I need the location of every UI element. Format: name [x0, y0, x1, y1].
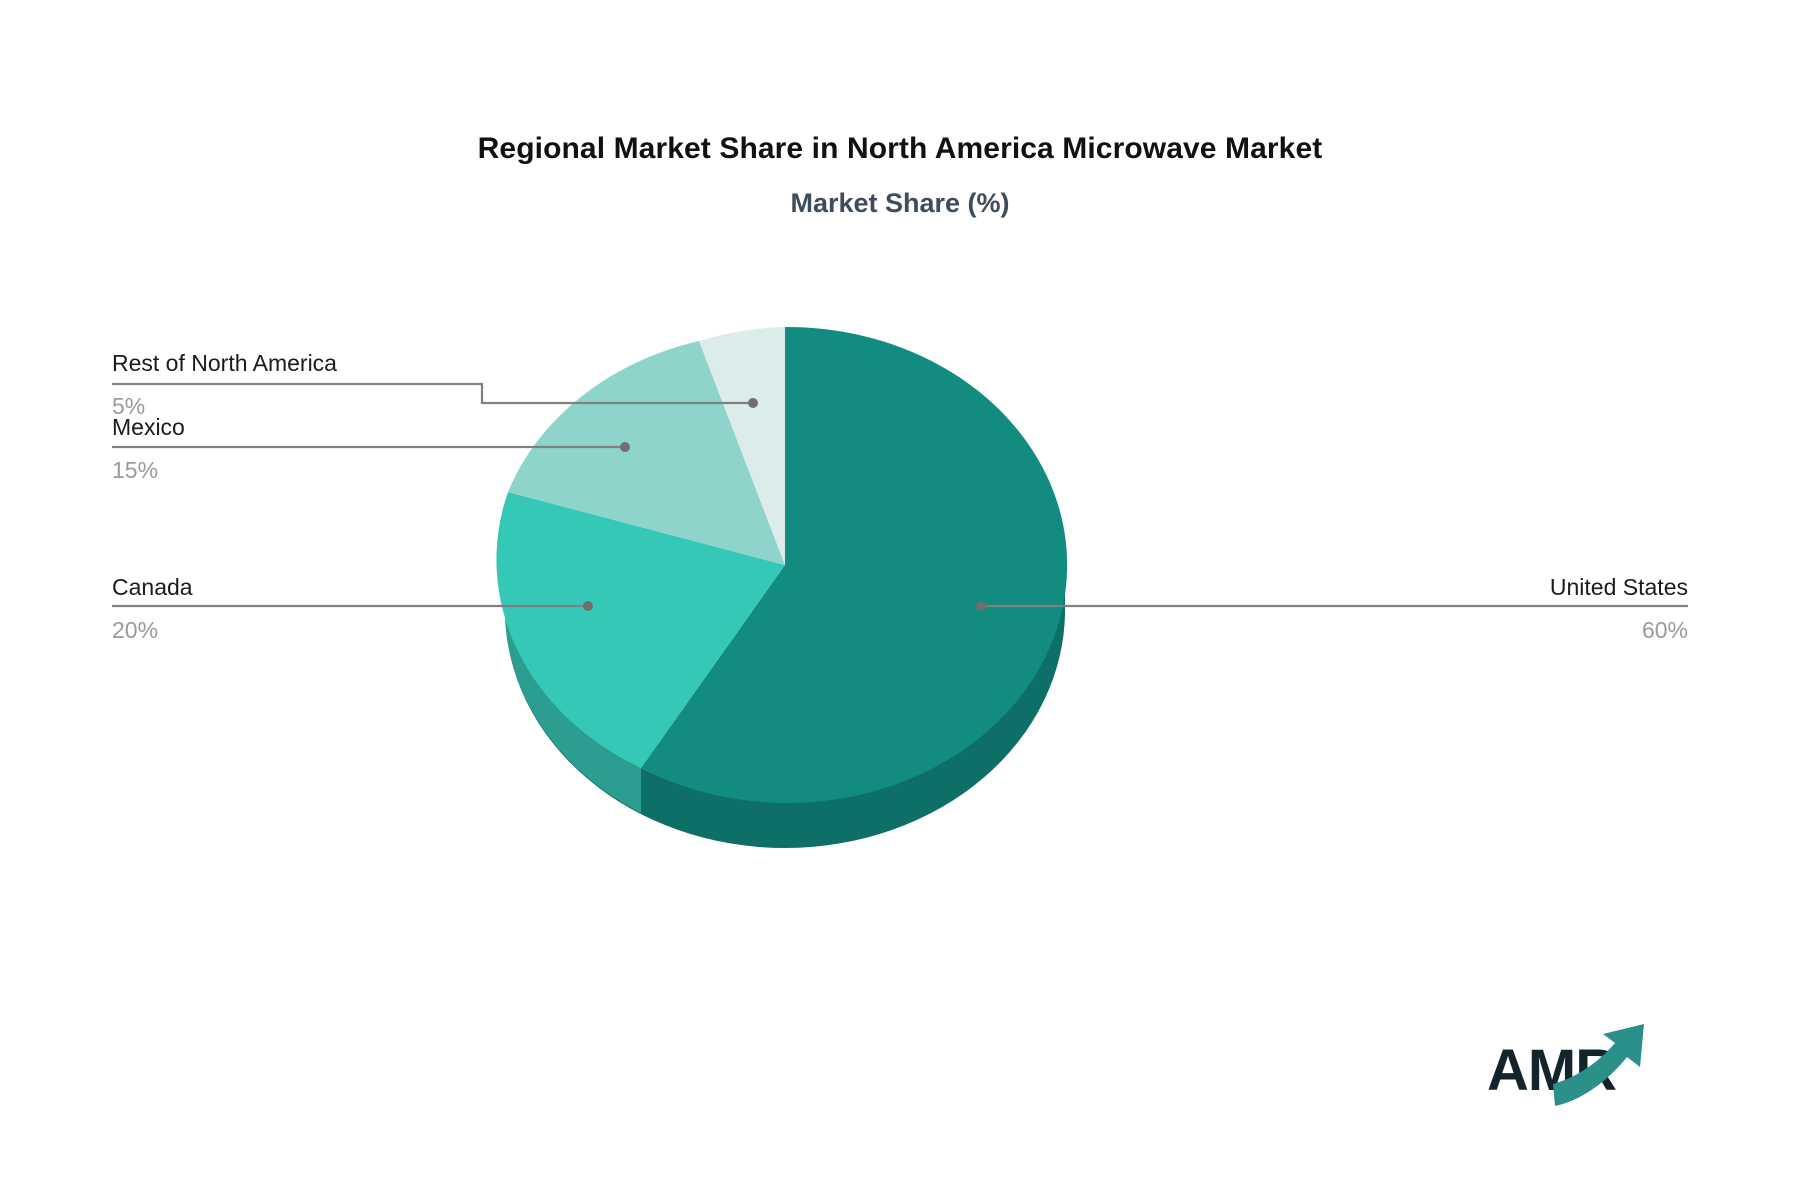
- chart-subtitle: Market Share (%): [790, 188, 1010, 218]
- leader-lines: [112, 382, 1688, 608]
- slice-value-canada: 20%: [112, 617, 158, 643]
- slice-value-mexico: 15%: [112, 457, 158, 483]
- pie-slice-canada: [496, 492, 785, 768]
- leader-anchor-dots: [583, 398, 986, 611]
- anchor-dot-mexico: [620, 442, 630, 452]
- slice-label-mexico: Mexico: [112, 414, 185, 440]
- callout-labels: Rest of North America 5% Mexico 15% Cana…: [112, 350, 1688, 643]
- anchor-dot-rest-of-north-america: [748, 398, 758, 408]
- slice-value-rest-of-north-america: 5%: [112, 393, 145, 419]
- pie-slice-mexico: [508, 341, 785, 565]
- amr-logo-arrow-icon: [1553, 1024, 1644, 1106]
- slice-label-rest-of-north-america: Rest of North America: [112, 350, 337, 376]
- pie-side-wall-canada: [505, 565, 641, 813]
- slice-label-united-states: United States: [1550, 574, 1688, 600]
- pie-slice-rest-of-north-america: [699, 327, 785, 565]
- anchor-dot-united-states: [976, 601, 986, 611]
- slice-label-canada: Canada: [112, 574, 193, 600]
- slice-value-united-states: 60%: [1642, 617, 1688, 643]
- chart-title: Regional Market Share in North America M…: [477, 132, 1323, 165]
- leader-line-rest-of-north-america: [112, 382, 753, 405]
- pie-top-face: [496, 326, 1068, 803]
- amr-logo: AMR: [1487, 1024, 1644, 1106]
- anchor-dot-canada: [583, 601, 593, 611]
- pie-slice-united-states: [641, 326, 1068, 803]
- pie-side-wall-us: [641, 565, 1065, 847]
- pie-depth-walls: [505, 565, 1065, 848]
